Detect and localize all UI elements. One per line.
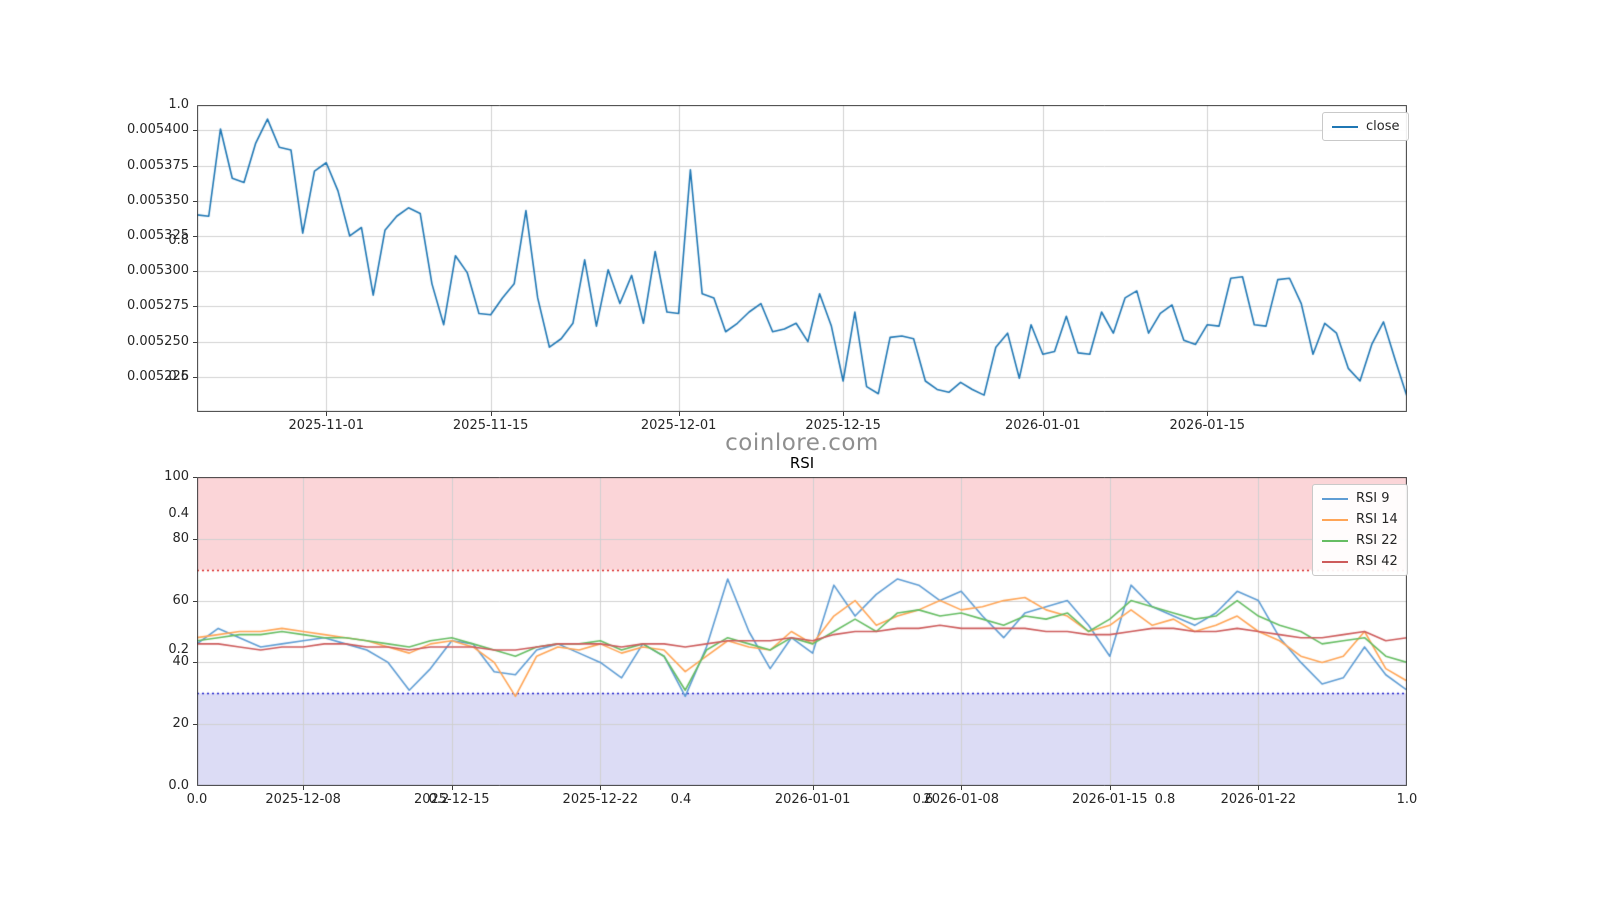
price-y-tick-mark [193, 130, 197, 132]
rsi9-line-swatch [1322, 497, 1348, 500]
rsi-y-tick-mark [193, 724, 197, 726]
rsi-y-tick-label: 40 [172, 654, 189, 670]
price-x-tick-mark [1207, 412, 1209, 416]
rsi-x-tick-label: 2025-12-15 [413, 792, 490, 807]
overlay-y-tick-label: 0.0 [168, 778, 189, 793]
overlay-y-tick-label: 0.4 [168, 505, 189, 521]
price-x-tick-mark [678, 412, 680, 416]
overlay-x-tick-label: 0.2 [428, 792, 450, 807]
rsi-x-tick-label: 2026-01-01 [774, 792, 851, 807]
rsi14-line-swatch [1322, 518, 1348, 521]
overlay-x-tick-label: 1.0 [1396, 792, 1418, 807]
rsi-y-tick-label: 20 [172, 716, 189, 732]
rsi-x-tick-mark [451, 786, 453, 790]
rsi-plot-area [197, 477, 1407, 786]
price-y-tick-label: 0.005325 [126, 227, 189, 243]
price-x-tick-label: 2026-01-15 [1169, 418, 1246, 433]
price-y-tick-mark [193, 341, 197, 343]
price-x-tick-label: 2025-12-15 [805, 418, 881, 433]
overlay-x-tick-label: 0.8 [1154, 792, 1176, 807]
rsi-chart-canvas [197, 477, 1407, 786]
legend-item-rsi22: RSI 22 [1322, 532, 1398, 549]
rsi-x-tick-label: 2025-12-22 [562, 792, 639, 807]
rsi-y-tick-label: 100 [164, 469, 189, 484]
price-y-tick-label: 0.005300 [126, 263, 189, 279]
overlay-x-tick-label: 0.4 [670, 792, 692, 807]
price-y-tick-label: 0.005225 [126, 368, 189, 384]
rsi-x-tick-mark [1258, 786, 1260, 790]
overlay-y-tick-label: 0.6 [168, 369, 189, 385]
legend-label-rsi42: RSI 42 [1356, 554, 1398, 569]
legend-item-rsi9: RSI 9 [1322, 490, 1398, 507]
price-y-tick-mark [193, 271, 197, 273]
rsi-title: RSI [789, 454, 815, 472]
rsi-y-tick-mark [193, 600, 197, 602]
rsi-x-tick-label: 2025-12-08 [265, 792, 341, 807]
rsi-y-tick-mark [193, 662, 197, 664]
overlay-x-tick-label: 0.6 [912, 792, 934, 807]
price-y-tick-mark [193, 235, 197, 237]
price-legend: close [1322, 112, 1410, 141]
price-y-tick-mark [193, 376, 197, 378]
price-x-tick-label: 2025-12-01 [640, 418, 717, 433]
price-x-tick-label: 2025-11-15 [452, 418, 529, 433]
price-x-tick-mark [843, 412, 845, 416]
price-x-tick-mark [1042, 412, 1044, 416]
rsi-y-tick-mark [193, 477, 197, 478]
watermark: coinlore.com [725, 430, 879, 456]
price-x-tick-label: 2025-11-01 [288, 418, 364, 433]
legend-item-close: close [1332, 118, 1399, 135]
legend-label-rsi14: RSI 14 [1356, 512, 1398, 527]
price-y-tick-mark [193, 306, 197, 308]
legend-label-rsi22: RSI 22 [1356, 533, 1398, 548]
overlay-y-tick-label: 1.0 [168, 97, 189, 112]
rsi42-line-swatch [1322, 560, 1348, 563]
price-y-tick-label: 0.005350 [126, 192, 189, 208]
legend-label-rsi9: RSI 9 [1356, 491, 1390, 506]
price-x-tick-mark [326, 412, 328, 416]
rsi-x-tick-mark [961, 786, 963, 790]
legend-item-rsi42: RSI 42 [1322, 553, 1398, 570]
overlay-y-tick-label: 0.2 [168, 641, 189, 657]
rsi-x-tick-mark [812, 786, 814, 790]
rsi-legend: RSI 9 RSI 14 RSI 22 RSI 42 [1312, 484, 1408, 576]
rsi-x-tick-label: 2026-01-08 [923, 792, 999, 807]
overlay-y-tick-label: 0.8 [168, 233, 189, 249]
price-y-tick-label: 0.005250 [126, 333, 189, 349]
rsi-x-tick-mark [600, 786, 602, 790]
rsi-y-tick-mark [193, 538, 197, 540]
price-x-tick-label: 2026-01-01 [1005, 418, 1081, 433]
rsi-x-tick-mark [303, 786, 305, 790]
price-y-tick-label: 0.005375 [126, 157, 189, 173]
rsi-y-tick-label: 80 [172, 530, 189, 546]
rsi-x-tick-mark [1109, 786, 1111, 790]
rsi-y-tick-label: 60 [172, 592, 189, 608]
close-line-swatch [1332, 125, 1358, 128]
overlay-x-tick-label: 0.0 [186, 792, 208, 807]
price-x-tick-mark [490, 412, 492, 416]
price-plot-area [197, 105, 1407, 412]
price-y-tick-mark [193, 200, 197, 202]
legend-label-close: close [1366, 119, 1400, 134]
rsi-x-tick-label: 2026-01-15 [1072, 792, 1148, 807]
legend-item-rsi14: RSI 14 [1322, 511, 1398, 528]
price-y-tick-label: 0.005275 [126, 298, 189, 314]
rsi22-line-swatch [1322, 539, 1348, 542]
rsi-x-tick-label: 2026-01-22 [1220, 792, 1297, 807]
price-y-tick-label: 0.005400 [126, 122, 189, 138]
price-y-tick-mark [193, 165, 197, 167]
price-chart-canvas [197, 105, 1407, 412]
